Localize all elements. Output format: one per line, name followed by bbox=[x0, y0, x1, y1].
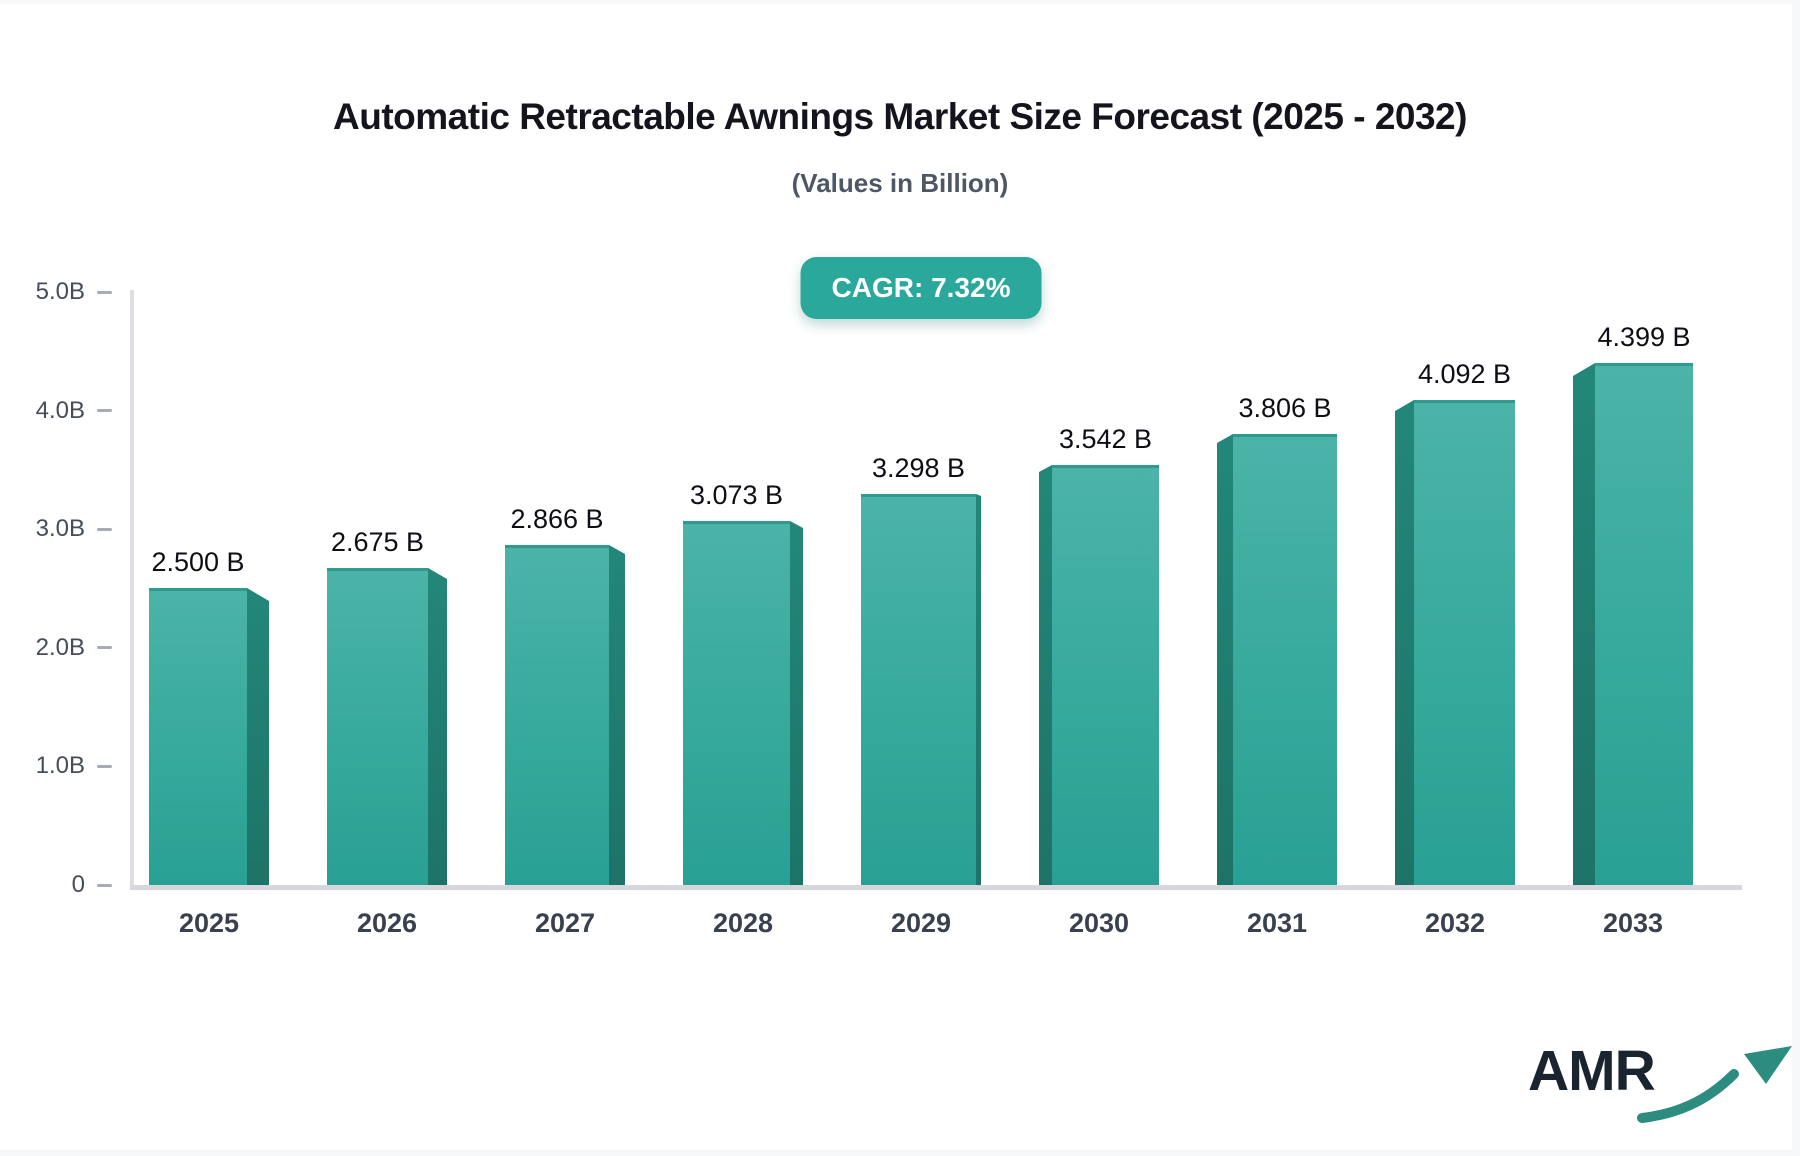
bar-side-shade bbox=[790, 521, 803, 885]
plot-area: 2.500 B 2.675 B 2.866 B 3.073 B 3.298 B 3.542… bbox=[131, 292, 1742, 885]
growth-arrow-icon bbox=[1637, 1046, 1792, 1123]
bar-value-label: 3.298 B bbox=[871, 453, 966, 483]
bar-face bbox=[505, 545, 609, 885]
chart-header: Automatic Retractable Awnings Market Siz… bbox=[0, 96, 1800, 199]
y-tick-label: 1.0B bbox=[35, 752, 85, 780]
bar-face bbox=[1414, 400, 1515, 885]
bar-2030 bbox=[1039, 465, 1159, 885]
amr-logo: AMR bbox=[1528, 1038, 1792, 1128]
x-tick-label: 2028 bbox=[712, 908, 774, 938]
x-tick-label: 2025 bbox=[178, 908, 240, 938]
x-tick-label: 2026 bbox=[356, 908, 418, 938]
bar-2032 bbox=[1395, 400, 1515, 885]
bar-side-shade bbox=[609, 545, 625, 885]
bar-side-shade bbox=[247, 588, 269, 885]
amr-logo-text: AMR bbox=[1528, 1039, 1656, 1103]
x-tick-label: 2031 bbox=[1246, 908, 1308, 938]
chart-subtitle: (Values in Billion) bbox=[791, 168, 1009, 198]
page-frame-top bbox=[0, 0, 1800, 4]
y-tick-label: 0 bbox=[71, 871, 85, 898]
bar-side-shade bbox=[1217, 434, 1233, 885]
x-tick-label: 2030 bbox=[1068, 908, 1130, 938]
x-tick-label: 2027 bbox=[534, 908, 596, 938]
bar-2031 bbox=[1217, 434, 1337, 885]
y-tick-mark bbox=[97, 764, 112, 768]
bar-value-label: 2.675 B bbox=[330, 527, 425, 557]
y-tick-label: 3.0B bbox=[35, 515, 85, 543]
bar-side-shade bbox=[1573, 363, 1595, 885]
y-axis-line bbox=[130, 290, 134, 890]
bar-face bbox=[861, 494, 976, 885]
x-tick-label: 2029 bbox=[890, 908, 952, 938]
bar-value-label: 2.500 B bbox=[151, 547, 245, 577]
bar-value-label: 4.399 B bbox=[1597, 322, 1691, 352]
y-tick-mark bbox=[97, 646, 112, 650]
page-frame-bottom bbox=[0, 1150, 1800, 1156]
bar-value-label: 3.542 B bbox=[1058, 424, 1153, 454]
bar-2029 bbox=[861, 494, 981, 885]
chart-title: Automatic Retractable Awnings Market Siz… bbox=[333, 96, 1467, 137]
bar-value-label: 4.092 B bbox=[1417, 359, 1512, 389]
bar-face bbox=[327, 568, 428, 885]
y-tick-label: 2.0B bbox=[35, 633, 85, 661]
bar-value-label: 2.866 B bbox=[510, 504, 604, 534]
x-tick-label: 2032 bbox=[1424, 908, 1486, 938]
y-tick-mark bbox=[97, 527, 112, 531]
y-tick-label: 5.0B bbox=[35, 278, 85, 305]
bar-2025 bbox=[149, 588, 269, 885]
x-tick-label: 2033 bbox=[1602, 908, 1664, 938]
y-tick-mark bbox=[97, 290, 112, 294]
bar-2033 bbox=[1573, 363, 1693, 885]
cagr-badge: CAGR: 7.32% bbox=[800, 257, 1042, 319]
bar-side-shade bbox=[428, 568, 447, 885]
y-tick-mark bbox=[97, 409, 112, 413]
bar-face bbox=[149, 588, 247, 885]
bar-side-shade bbox=[1395, 400, 1414, 885]
bar-2026 bbox=[327, 568, 447, 885]
bar-2027 bbox=[505, 545, 625, 885]
bar-side-shade bbox=[976, 494, 981, 885]
bar-2028 bbox=[683, 521, 803, 885]
bar-side-shade bbox=[1039, 465, 1052, 885]
bar-face bbox=[683, 521, 790, 885]
x-axis-baseline bbox=[130, 885, 1742, 890]
bar-face bbox=[1595, 363, 1693, 885]
bar-face bbox=[1233, 434, 1337, 885]
bar-value-label: 3.806 B bbox=[1238, 393, 1332, 423]
bar-value-label: 3.073 B bbox=[689, 480, 784, 510]
y-tick-label: 4.0B bbox=[35, 396, 85, 424]
bar-face bbox=[1052, 465, 1159, 885]
y-tick-mark bbox=[97, 883, 112, 887]
page-frame-right bbox=[1792, 0, 1800, 1156]
